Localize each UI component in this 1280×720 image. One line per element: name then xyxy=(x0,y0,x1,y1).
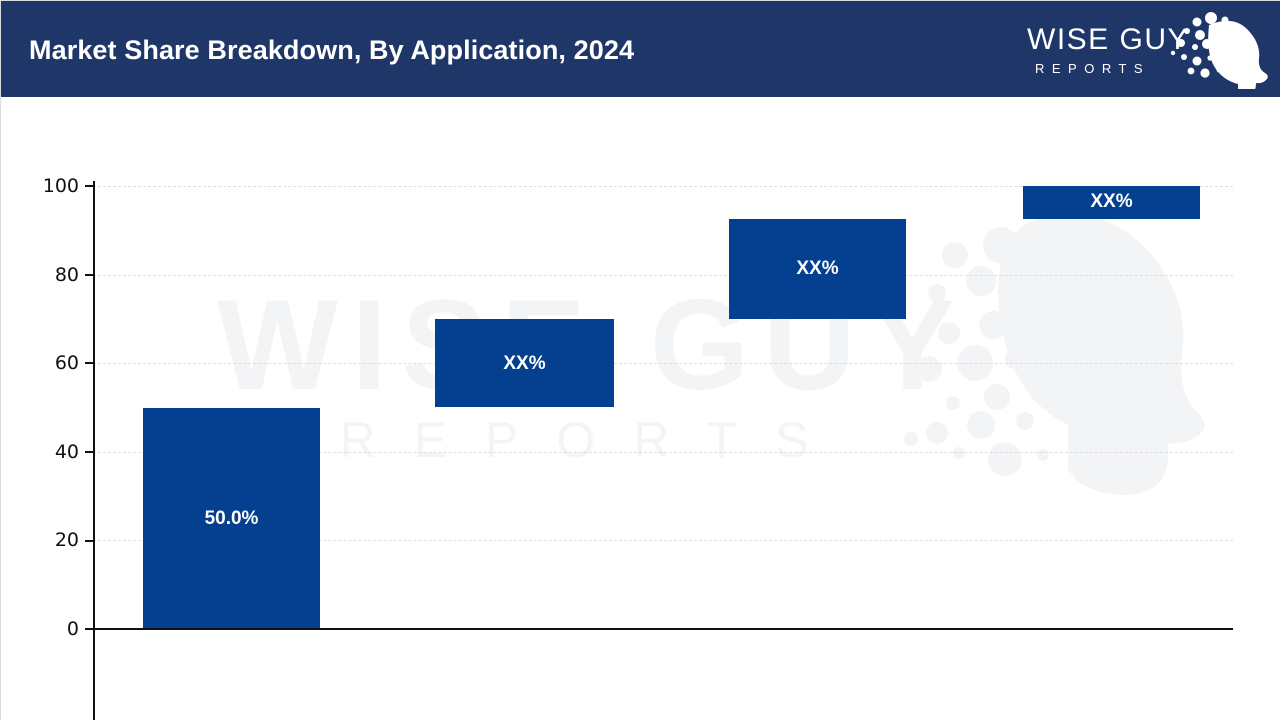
x-axis-line xyxy=(93,628,1233,631)
y-tick-label-20: 20 xyxy=(54,529,79,551)
bar-label-unified-communications: XX% xyxy=(796,258,839,280)
y-tick-mark-60 xyxy=(85,362,94,364)
chart-canvas: WISE GUY REPORTS xyxy=(1,97,1280,720)
gridline-60 xyxy=(93,363,1233,365)
y-tick-mark-20 xyxy=(85,540,94,542)
y-tick-mark-100 xyxy=(85,185,94,187)
y-tick-label-100: 100 xyxy=(42,175,79,197)
gridline-100 xyxy=(93,186,1233,187)
bar-unified-communications[interactable]: XX% xyxy=(729,219,906,319)
y-axis-line xyxy=(93,181,95,720)
wise-guy-reports-logo: WISE GUY REPORTS xyxy=(1027,12,1268,89)
bar-label-voice-over-ip: 50.0% xyxy=(204,507,259,529)
page-title: Market Share Breakdown, By Application, … xyxy=(29,35,635,65)
y-tick-label-80: 80 xyxy=(54,264,79,286)
svg-text:REPORTS: REPORTS xyxy=(1035,61,1150,76)
bar-video-conferencing[interactable]: XX% xyxy=(435,318,614,408)
gridline-80 xyxy=(93,274,1233,276)
bar-label-collaboration: XX% xyxy=(1090,191,1133,212)
bar-voice-over-ip[interactable]: 50.0% xyxy=(143,407,320,629)
svg-text:WISE GUY: WISE GUY xyxy=(1027,23,1189,56)
y-tick-label-60: 60 xyxy=(54,352,79,374)
bar-label-video-conferencing: XX% xyxy=(503,352,546,374)
gridline-40 xyxy=(93,451,1233,453)
y-tick-label-40: 40 xyxy=(54,441,79,463)
y-tick-mark-80 xyxy=(85,274,94,276)
gridline-20 xyxy=(93,540,1233,542)
plot-area: 50.0% XX% XX% XX% xyxy=(93,186,1233,629)
y-tick-mark-0 xyxy=(85,628,94,630)
y-tick-label-0: 0 xyxy=(66,618,79,640)
header-bar: Market Share Breakdown, By Application, … xyxy=(1,1,1280,97)
y-tick-mark-40 xyxy=(85,451,94,453)
bar-collaboration[interactable]: XX% xyxy=(1023,186,1200,220)
